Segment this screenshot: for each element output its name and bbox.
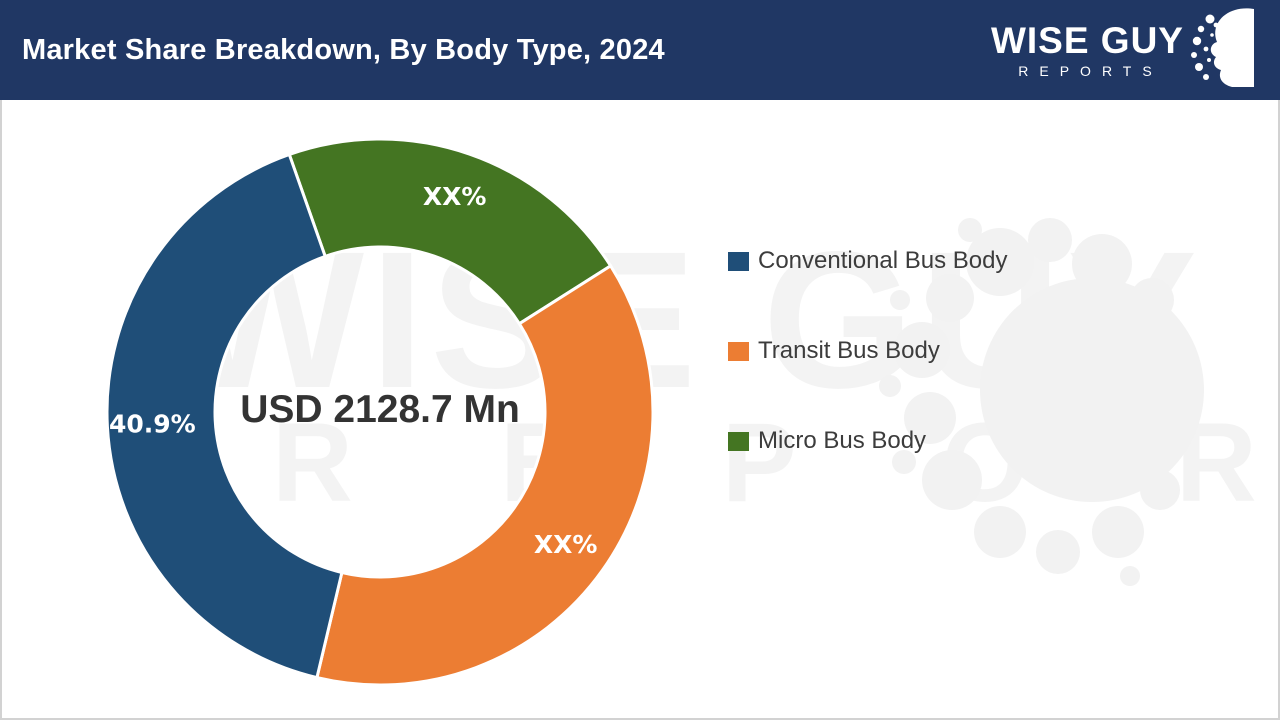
legend-item-conventional-bus-body: Conventional Bus Body: [728, 247, 1008, 275]
legend-label: Transit Bus Body: [758, 337, 940, 364]
brand-name: WISE GUY: [990, 20, 1184, 61]
chart-legend: Conventional Bus Body Transit Bus Body M…: [728, 247, 1008, 517]
legend-item-micro-bus-body: Micro Bus Body: [728, 427, 1008, 455]
segment-value-label: XX%: [423, 182, 487, 211]
legend-label: Micro Bus Body: [758, 427, 927, 454]
watermark-face-icon: [830, 180, 1230, 605]
donut-segment: [287, 137, 613, 326]
legend-swatch-green: [728, 431, 749, 451]
brand-logo-text: WISE GUY REPORTS: [991, 22, 1184, 78]
page-title: Market Share Breakdown, By Body Type, 20…: [22, 33, 665, 66]
legend-swatch-orange: [728, 341, 749, 361]
segment-value-label: XX%: [534, 530, 598, 559]
chart-center-value: USD 2128.7 Mn: [240, 388, 520, 431]
header-bar: Market Share Breakdown, By Body Type, 20…: [0, 0, 1280, 100]
legend-item-transit-bus-body: Transit Bus Body: [728, 337, 1008, 365]
segment-value-label: 40.9%: [109, 410, 196, 439]
legend-swatch-blue: [728, 251, 749, 271]
brand-subname: REPORTS: [1018, 63, 1163, 79]
donut-segment: [105, 152, 344, 680]
legend-label: Conventional Bus Body: [758, 247, 1008, 274]
logo-face-icon: [1188, 7, 1254, 94]
brand-logo: WISE GUY REPORTS: [991, 7, 1254, 94]
donut-segment: [315, 263, 655, 687]
